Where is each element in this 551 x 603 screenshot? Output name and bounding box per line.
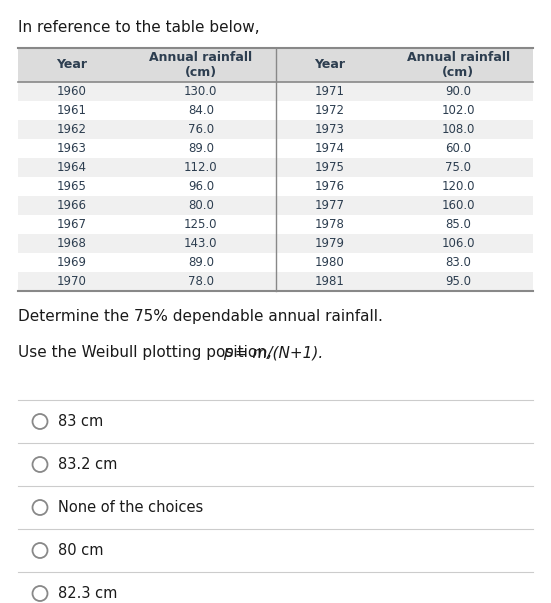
Bar: [18, 272, 533, 291]
Text: 1973: 1973: [315, 123, 344, 136]
Text: 1968: 1968: [57, 237, 87, 250]
Text: 1960: 1960: [57, 85, 87, 98]
Text: 125.0: 125.0: [184, 218, 218, 231]
Text: 160.0: 160.0: [441, 199, 475, 212]
Text: 130.0: 130.0: [184, 85, 218, 98]
Text: 78.0: 78.0: [188, 275, 214, 288]
Text: 1970: 1970: [57, 275, 87, 288]
Text: 1964: 1964: [57, 161, 87, 174]
Bar: [18, 196, 533, 215]
Text: 82.3 cm: 82.3 cm: [58, 586, 117, 601]
Text: 112.0: 112.0: [184, 161, 218, 174]
Text: 83 cm: 83 cm: [58, 414, 103, 429]
Text: Year: Year: [57, 58, 88, 72]
Text: p: p: [223, 345, 233, 360]
Bar: [18, 139, 533, 158]
Text: 1975: 1975: [315, 161, 344, 174]
Text: 89.0: 89.0: [188, 256, 214, 269]
Text: 60.0: 60.0: [445, 142, 471, 155]
Text: 83.2 cm: 83.2 cm: [58, 457, 117, 472]
Text: 1967: 1967: [57, 218, 87, 231]
Text: 1961: 1961: [57, 104, 87, 117]
Text: 75.0: 75.0: [445, 161, 471, 174]
Text: 89.0: 89.0: [188, 142, 214, 155]
Text: 120.0: 120.0: [441, 180, 475, 193]
Text: 1963: 1963: [57, 142, 87, 155]
Bar: [18, 120, 533, 139]
Bar: [18, 215, 533, 234]
Text: Year: Year: [314, 58, 345, 72]
Text: 1965: 1965: [57, 180, 87, 193]
Text: 106.0: 106.0: [441, 237, 475, 250]
Bar: [18, 234, 533, 253]
Text: 1966: 1966: [57, 199, 87, 212]
Bar: [18, 158, 533, 177]
Bar: [18, 101, 533, 120]
Text: 1978: 1978: [315, 218, 344, 231]
Text: In reference to the table below,: In reference to the table below,: [18, 20, 260, 35]
Bar: [18, 48, 533, 82]
Text: = m/(N+1).: = m/(N+1).: [230, 345, 323, 360]
Text: 83.0: 83.0: [445, 256, 471, 269]
Text: 84.0: 84.0: [188, 104, 214, 117]
Text: 85.0: 85.0: [445, 218, 471, 231]
Text: 96.0: 96.0: [188, 180, 214, 193]
Text: 95.0: 95.0: [445, 275, 471, 288]
Text: 90.0: 90.0: [445, 85, 471, 98]
Text: 108.0: 108.0: [442, 123, 475, 136]
Text: 1976: 1976: [315, 180, 344, 193]
Text: 1979: 1979: [315, 237, 344, 250]
Text: 80 cm: 80 cm: [58, 543, 104, 558]
Text: Annual rainfall
(cm): Annual rainfall (cm): [149, 51, 252, 79]
Text: 1969: 1969: [57, 256, 87, 269]
Bar: [18, 82, 533, 101]
Text: 1972: 1972: [315, 104, 344, 117]
Bar: [18, 253, 533, 272]
Text: 143.0: 143.0: [184, 237, 218, 250]
Text: 102.0: 102.0: [441, 104, 475, 117]
Text: Determine the 75% dependable annual rainfall.: Determine the 75% dependable annual rain…: [18, 309, 383, 324]
Text: Use the Weibull plotting position,: Use the Weibull plotting position,: [18, 345, 277, 360]
Text: 80.0: 80.0: [188, 199, 214, 212]
Text: 1971: 1971: [315, 85, 344, 98]
Text: 1962: 1962: [57, 123, 87, 136]
Text: 76.0: 76.0: [188, 123, 214, 136]
Text: 1981: 1981: [315, 275, 344, 288]
Text: 1980: 1980: [315, 256, 344, 269]
Bar: [18, 177, 533, 196]
Text: None of the choices: None of the choices: [58, 500, 203, 515]
Text: 1974: 1974: [315, 142, 344, 155]
Text: 1977: 1977: [315, 199, 344, 212]
Text: Annual rainfall
(cm): Annual rainfall (cm): [407, 51, 510, 79]
